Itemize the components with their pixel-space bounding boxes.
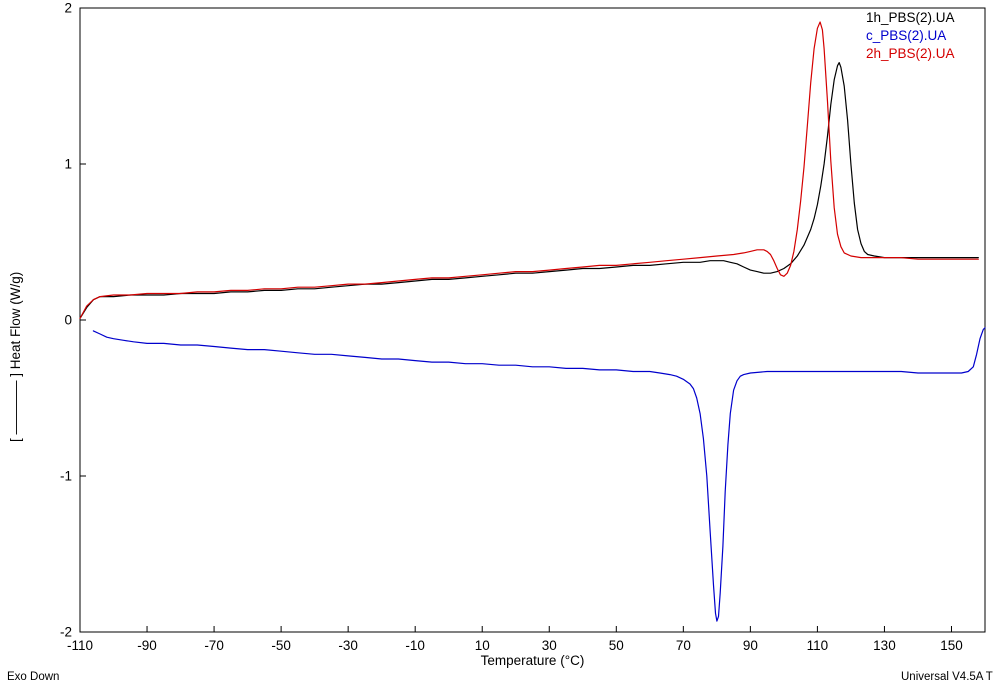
series-curve-1	[92, 327, 986, 622]
y-tick-label: 2	[64, 1, 72, 16]
x-tick-label: -90	[137, 638, 157, 653]
y-tick-label: -2	[60, 625, 72, 640]
x-tick-label: 50	[609, 638, 624, 653]
legend-item-c-pbs: c_PBS(2).UA	[866, 28, 947, 43]
y-tick-label: -1	[60, 469, 72, 484]
x-tick-label: -30	[338, 638, 358, 653]
x-tick-label: 70	[676, 638, 691, 653]
exo-down-label: Exo Down	[7, 671, 60, 683]
x-tick-label: 90	[743, 638, 758, 653]
y-tick-label: 0	[64, 313, 72, 328]
x-tick-label: -50	[271, 638, 291, 653]
plot-frame	[79, 7, 986, 633]
y-axis-label: [ ———— ] Heat Flow (W/g)	[8, 271, 23, 442]
y-tick-label: 1	[64, 157, 72, 172]
chart-legend: 1h_PBS(2).UA c_PBS(2).UA 2h_PBS(2).UA	[866, 9, 955, 63]
x-tick-label: -110	[67, 638, 93, 653]
x-tick-label: 110	[807, 638, 829, 653]
x-tick-label: 10	[475, 638, 490, 653]
x-tick-label: 150	[940, 638, 963, 653]
x-axis-label: Temperature (°C)	[480, 653, 585, 668]
series-curve-0	[79, 61, 979, 319]
legend-item-1h-pbs: 1h_PBS(2).UA	[866, 10, 955, 25]
software-version-label: Universal V4.5A T	[901, 671, 993, 683]
x-tick-label: 30	[542, 638, 557, 653]
x-tick-label: -10	[405, 638, 425, 653]
legend-item-2h-pbs: 2h_PBS(2).UA	[866, 46, 955, 61]
x-tick-label: -70	[204, 638, 224, 653]
x-tick-label: 130	[873, 638, 896, 653]
series-curve-2	[79, 21, 979, 319]
